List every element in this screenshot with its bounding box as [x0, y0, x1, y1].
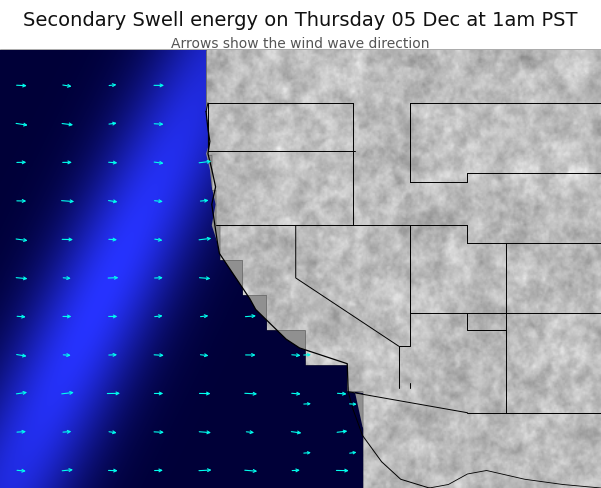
Polygon shape — [348, 392, 601, 488]
Polygon shape — [206, 51, 601, 413]
Text: Arrows show the wind wave direction: Arrows show the wind wave direction — [171, 37, 430, 51]
Text: Secondary Swell energy on Thursday 05 Dec at 1am PST: Secondary Swell energy on Thursday 05 De… — [23, 11, 578, 30]
